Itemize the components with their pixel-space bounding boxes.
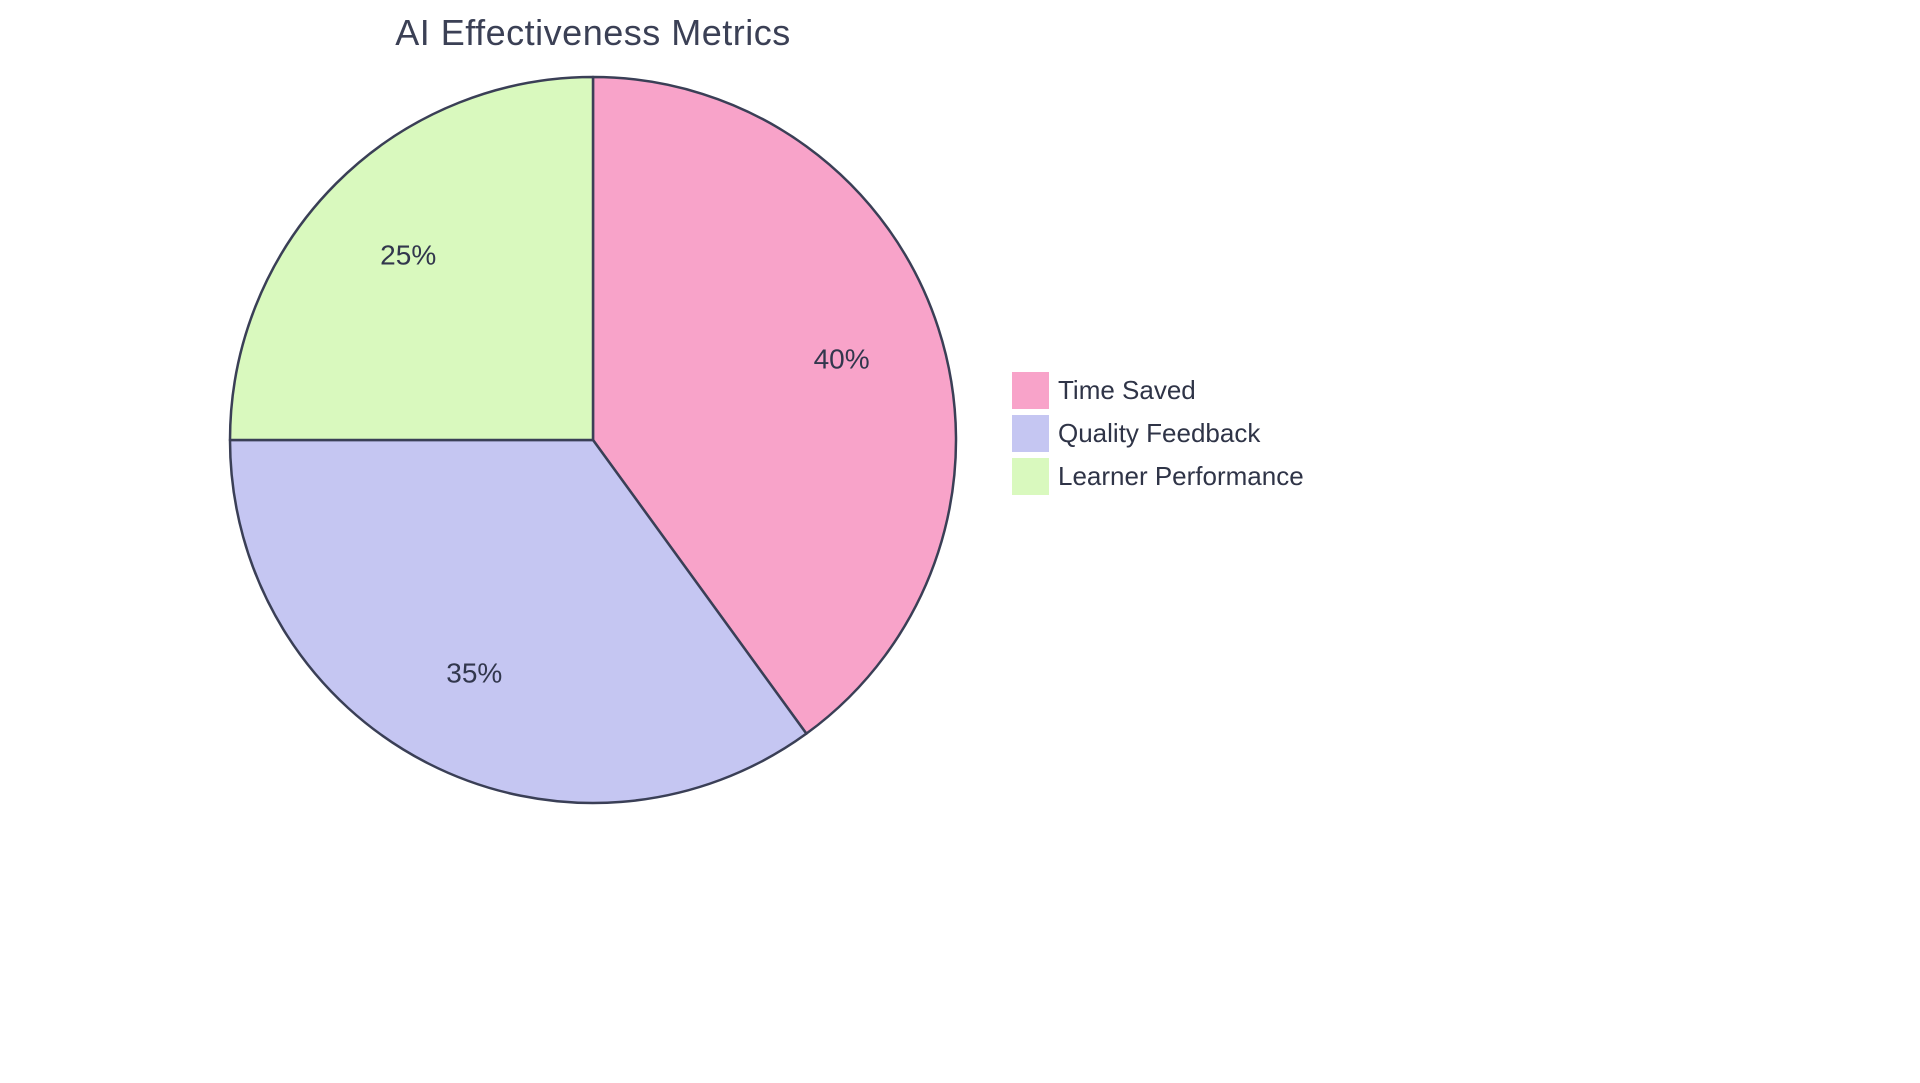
legend-item-quality-feedback: Quality Feedback	[1012, 415, 1304, 452]
slice-label-quality-feedback: 35%	[446, 657, 502, 688]
legend-item-learner-performance: Learner Performance	[1012, 458, 1304, 495]
pie-slices	[228, 75, 958, 805]
legend-label-learner-performance: Learner Performance	[1058, 461, 1304, 491]
legend-swatch-quality-feedback	[1012, 415, 1049, 452]
legend-swatch-time-saved	[1012, 372, 1049, 409]
chart-legend: Time Saved Quality Feedback Learner Perfor…	[1012, 372, 1304, 495]
legend-swatch-learner-performance	[1012, 458, 1049, 495]
pie-slice-labels: 40% 35% 25%	[380, 240, 869, 689]
pie-slice-learner-performance	[228, 75, 595, 442]
pie-slice-time-saved	[591, 75, 958, 735]
legend-item-time-saved: Time Saved	[1012, 372, 1304, 409]
slice-label-learner-performance: 25%	[380, 240, 436, 271]
pie-slice-quality-feedback	[228, 438, 808, 805]
legend-label-quality-feedback: Quality Feedback	[1058, 418, 1261, 448]
slice-label-time-saved: 40%	[814, 344, 870, 375]
chart-title: AI Effectiveness Metrics	[395, 12, 791, 53]
legend-label-time-saved: Time Saved	[1058, 375, 1196, 405]
